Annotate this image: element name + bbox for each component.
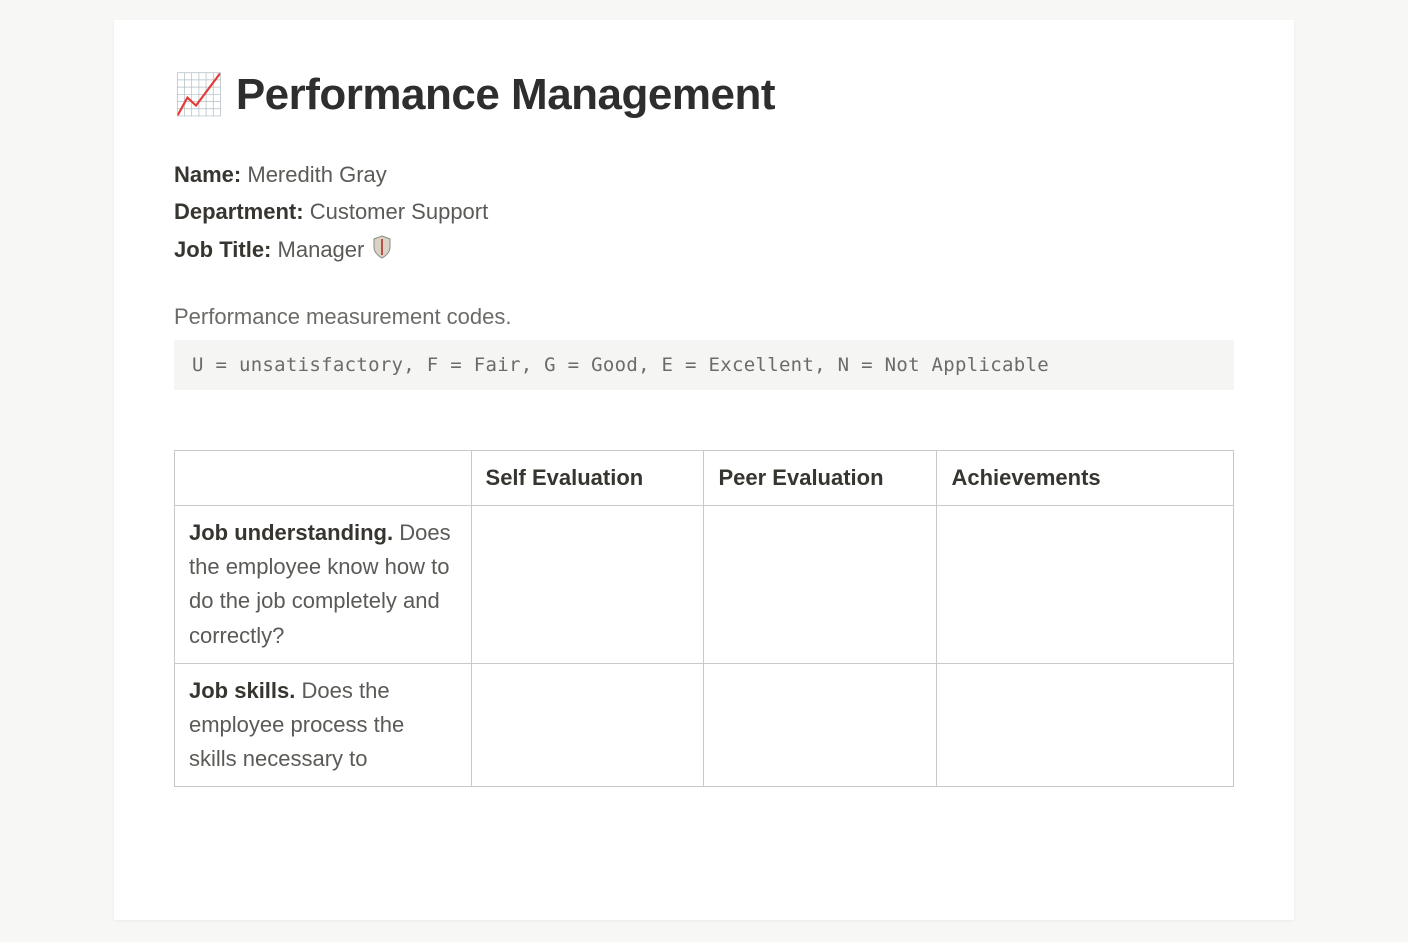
table-header-empty [175,451,472,506]
meta-department-label: Department: [174,199,304,224]
peer-eval-cell[interactable] [704,506,937,663]
table-row: Job understanding. Does the employee kno… [175,506,1234,663]
meta-name-label: Name: [174,162,241,187]
meta-name: Name: Meredith Gray [174,156,1234,193]
achievements-cell[interactable] [937,506,1234,663]
meta-name-value: Meredith Gray [247,162,386,187]
chart-increasing-icon: 📈 [174,75,224,115]
page-title-text: Performance Management [236,70,775,120]
criteria-title: Job skills. [189,678,295,703]
meta-job-title-value: Manager [278,237,365,262]
meta-department: Department: Customer Support [174,193,1234,230]
document-container: 📈 Performance Management Name: Meredith … [114,20,1294,920]
table-header-achievements: Achievements [937,451,1234,506]
achievements-cell[interactable] [937,663,1234,786]
peer-eval-cell[interactable] [704,663,937,786]
self-eval-cell[interactable] [471,506,704,663]
criteria-cell: Job understanding. Does the employee kno… [175,506,472,663]
criteria-cell: Job skills. Does the employee process th… [175,663,472,786]
codes-intro: Performance measurement codes. [174,304,1234,330]
criteria-title: Job understanding. [189,520,393,545]
self-eval-cell[interactable] [471,663,704,786]
employee-meta: Name: Meredith Gray Department: Customer… [174,156,1234,270]
shield-icon [372,233,392,270]
page-title: 📈 Performance Management [174,70,1234,120]
codes-legend: U = unsatisfactory, F = Fair, G = Good, … [174,340,1234,390]
evaluation-table: Self Evaluation Peer Evaluation Achievem… [174,450,1234,787]
table-header-peer: Peer Evaluation [704,451,937,506]
table-header-self: Self Evaluation [471,451,704,506]
table-header-row: Self Evaluation Peer Evaluation Achievem… [175,451,1234,506]
table-row: Job skills. Does the employee process th… [175,663,1234,786]
meta-department-value: Customer Support [310,199,489,224]
meta-job-title: Job Title: Manager [174,231,1234,270]
meta-job-title-label: Job Title: [174,237,271,262]
